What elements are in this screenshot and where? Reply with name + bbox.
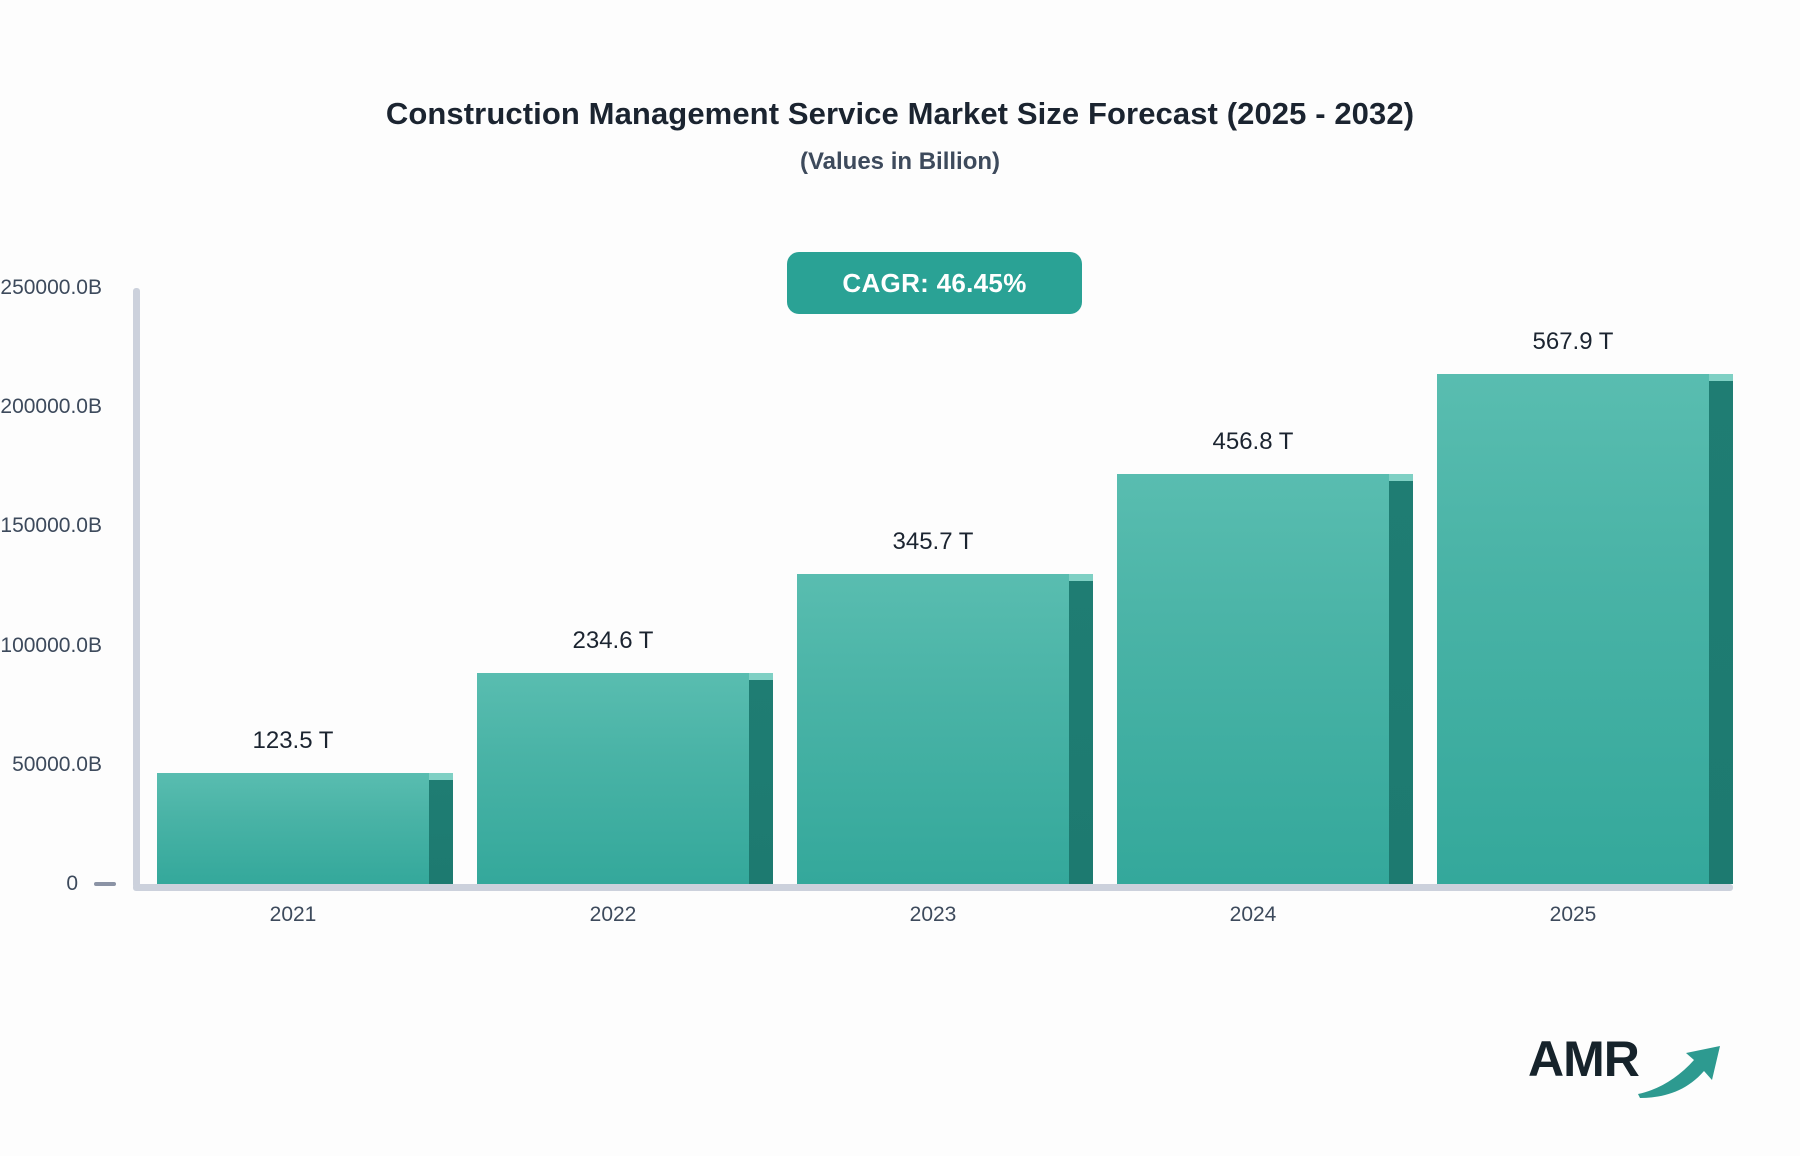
bar-top-face (1709, 374, 1733, 382)
bar-top-face (749, 673, 773, 681)
x-axis-tick-label: 2024 (1229, 903, 1277, 926)
bar-side-face (1069, 580, 1093, 884)
bar-side-face (749, 680, 773, 884)
bar-top-face (429, 773, 453, 781)
bar-value-label: 234.6 T (572, 627, 654, 655)
bar-front-face (477, 673, 749, 884)
x-axis-tick-label: 2023 (909, 903, 957, 926)
bar-front-face (1117, 474, 1389, 884)
chart-title: Construction Management Service Market S… (385, 96, 1415, 131)
cagr-badge: CAGR: 46.45% (787, 252, 1082, 314)
y-axis-tick-mark (94, 882, 116, 886)
cagr-badge-label: CAGR: 46.45% (842, 267, 1027, 298)
bar-front-face (1437, 374, 1709, 884)
y-axis-tick-label: 0 (66, 872, 78, 895)
x-axis-tick-label: 2025 (1549, 903, 1597, 926)
bar[interactable] (157, 773, 453, 884)
y-axis-tick-label: 200000.0B (0, 395, 102, 419)
y-axis-tick-label: 150000.0B (0, 514, 102, 538)
bar-value-label: 567.9 T (1532, 328, 1614, 356)
bar[interactable] (797, 573, 1093, 884)
bar-side-face (429, 780, 453, 884)
bar[interactable] (1117, 474, 1413, 884)
y-axis-tick-label: 250000.0B (0, 276, 102, 299)
bar-value-label: 456.8 T (1212, 428, 1294, 456)
bar-top-face (1069, 573, 1093, 581)
amr-logo: AMR (1528, 1028, 1720, 1100)
bar[interactable] (477, 673, 773, 884)
bar-side-face (1709, 381, 1733, 884)
bar-value-label: 123.5 T (252, 727, 334, 755)
bar-front-face (797, 573, 1069, 884)
y-axis-tick-label: 50000.0B (12, 752, 102, 776)
amr-logo-text: AMR (1528, 1031, 1640, 1087)
bar-top-face (1389, 474, 1413, 482)
y-axis-line (133, 288, 140, 888)
growth-arrow-icon (1638, 1046, 1720, 1098)
bar-front-face (157, 773, 429, 884)
bar-value-label: 345.7 T (892, 527, 974, 555)
x-axis-line (133, 884, 1733, 891)
y-axis-tick-label: 100000.0B (0, 633, 102, 657)
chart-subtitle: (Values in Billion) (799, 148, 1001, 175)
bar[interactable] (1437, 374, 1733, 884)
x-axis-tick-label: 2022 (589, 903, 637, 926)
bar-side-face (1389, 481, 1413, 884)
x-axis-tick-label: 2021 (269, 903, 317, 926)
